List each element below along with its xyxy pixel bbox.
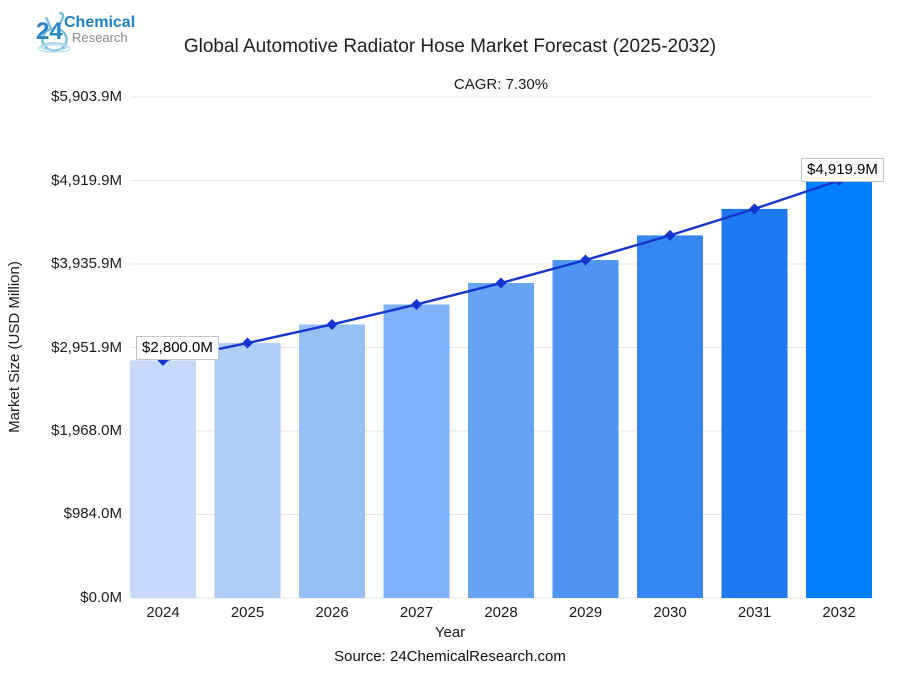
x-axis-title: Year (434, 624, 466, 641)
x-tick-label-2028: 2028 (484, 604, 518, 621)
bar-series (130, 180, 872, 599)
bar-2030 (637, 235, 703, 599)
flask-icon (37, 11, 71, 53)
bar-2032 (806, 180, 872, 599)
chart-title: Global Automotive Radiator Hose Market F… (183, 36, 717, 57)
logo-number: 24 (36, 18, 63, 45)
bar-2024 (130, 360, 196, 598)
data-point-marker (580, 254, 591, 266)
y-tick-label: $4,919.9M (51, 171, 122, 189)
y-tick-label: $2,951.9M (51, 338, 122, 356)
bar-2025 (214, 343, 281, 598)
y-tick-label: $0.0M (80, 589, 122, 606)
x-tick-label-2025: 2025 (230, 604, 265, 621)
data-point-marker (411, 298, 422, 310)
x-tick-label-2031: 2031 (737, 604, 772, 621)
cagr-subtitle: CAGR: 7.30% (453, 76, 549, 93)
logo: 24 Chemical Research (22, 8, 152, 54)
y-tick-label: $1,968.0M (51, 421, 122, 439)
data-point-marker (495, 277, 507, 289)
x-tick-label-2027: 2027 (399, 604, 434, 621)
x-tick-label-2029: 2029 (568, 604, 603, 621)
x-tick-label-2026: 2026 (315, 604, 349, 621)
bar-2029 (552, 260, 619, 598)
logo-name-bottom: Research (72, 30, 128, 45)
x-tick-label-2024: 2024 (146, 604, 180, 621)
y-tick-label: $5,903.9M (51, 88, 122, 105)
x-tick-label-2032: 2032 (822, 604, 856, 621)
logo-name-top: Chemical (64, 14, 135, 31)
data-point-marker (242, 337, 253, 349)
y-tick-label: $984.0M (63, 505, 122, 523)
x-tick-label-2030: 2030 (653, 604, 687, 621)
value-callout-2024: $2,800.0M (136, 336, 219, 361)
bar-2026 (299, 324, 365, 598)
source-note: Source: 24ChemicalResearch.com (334, 648, 566, 665)
data-point-marker (664, 229, 676, 241)
y-tick-label: $3,935.9M (51, 255, 122, 272)
data-point-marker (749, 203, 760, 215)
data-point-marker (326, 318, 338, 330)
bar-2027 (383, 304, 450, 598)
value-callout-2032: $4,919.9M (801, 157, 884, 182)
logo-graphic: 24 Chemical Research (36, 11, 135, 53)
bar-2031 (721, 208, 788, 598)
y-axis-title: Market Size (USD Million) (6, 261, 23, 433)
bar-2028 (468, 283, 534, 598)
